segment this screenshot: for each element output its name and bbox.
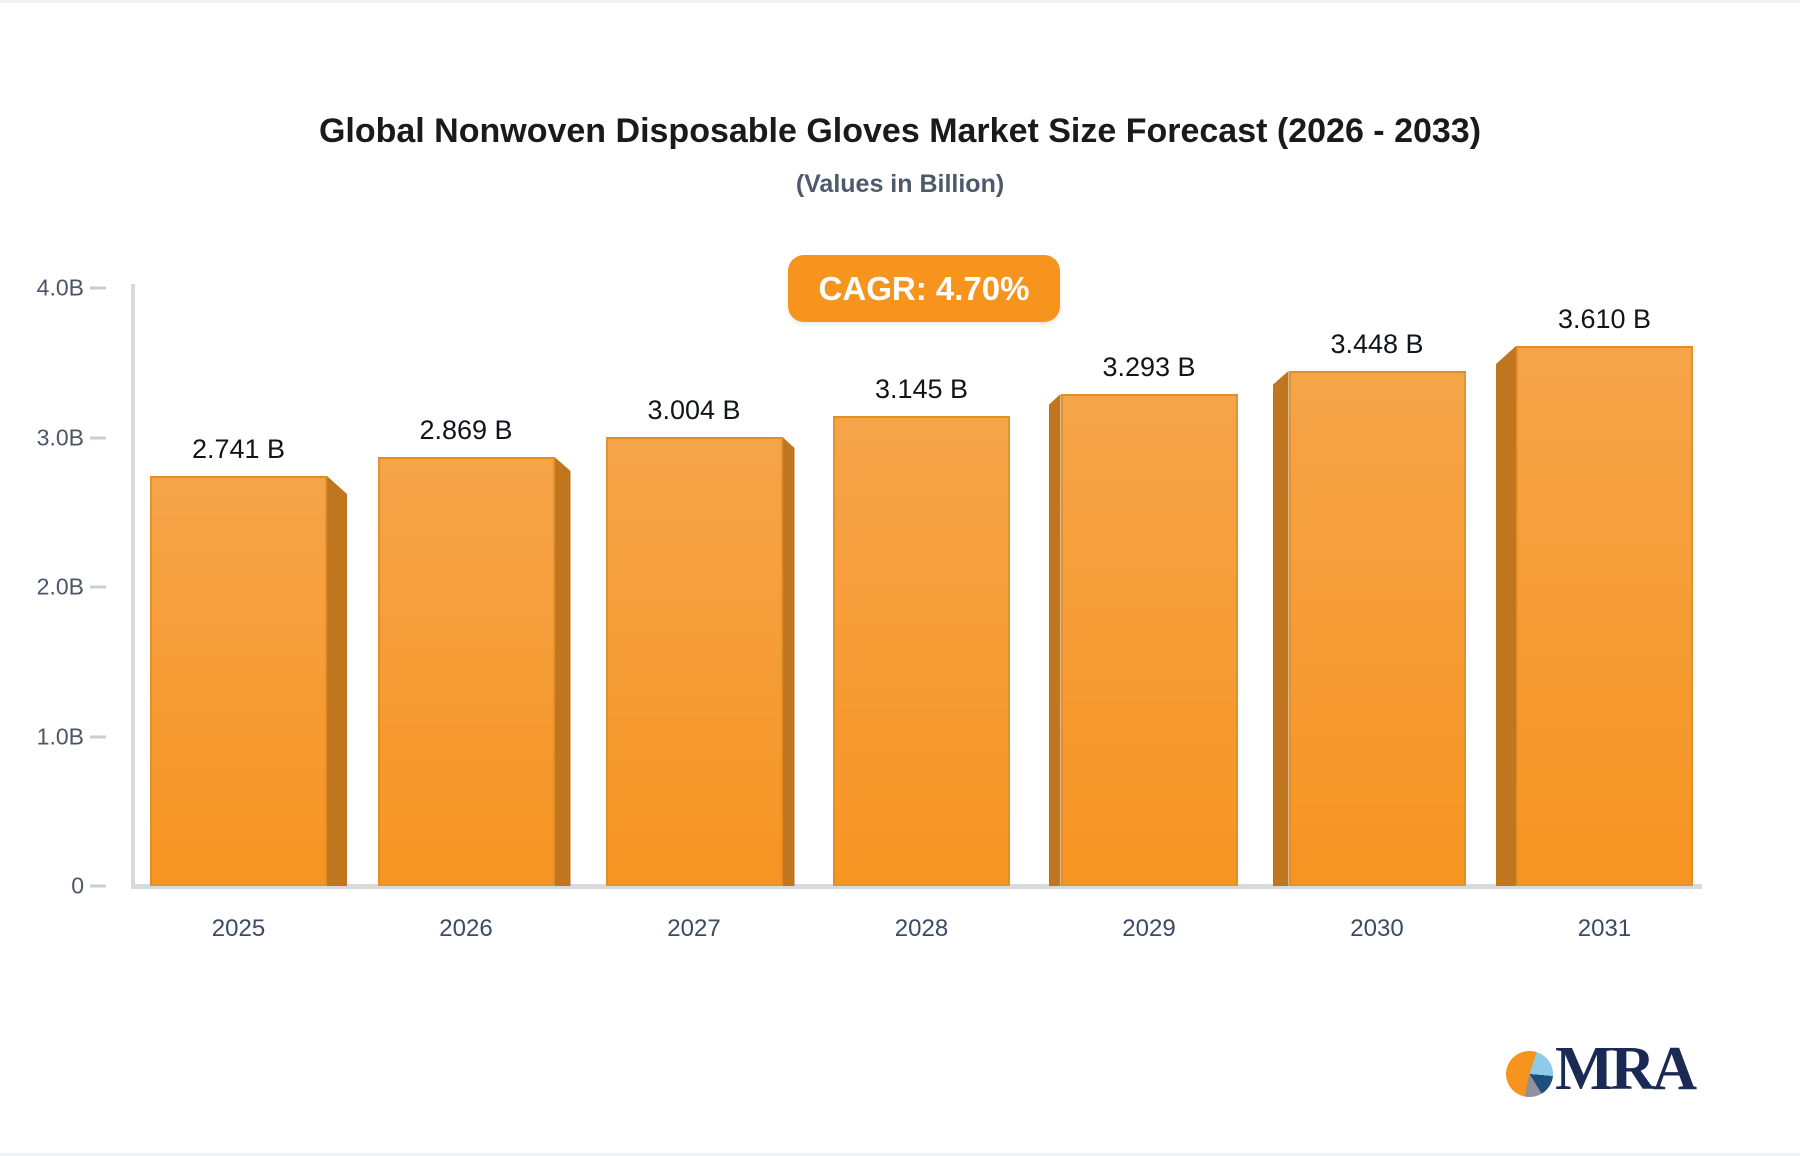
x-axis-label-2028: 2028 — [894, 915, 949, 942]
cagr-badge-label: CAGR: 4.70% — [818, 269, 1030, 307]
y-axis-tick-mark — [90, 436, 106, 439]
pie-chart-logo-icon — [1506, 1051, 1553, 1097]
logo-text: MRA — [1555, 1035, 1697, 1103]
y-axis-tick-label: 2.0B — [36, 573, 84, 600]
x-axis-label-2029: 2029 — [1122, 915, 1176, 942]
bar-2027 — [605, 437, 783, 886]
bar-2029 — [1060, 394, 1238, 886]
x-axis-label-2031: 2031 — [1577, 915, 1632, 942]
bar-2031 — [1516, 346, 1693, 886]
y-axis-tick-mark — [90, 884, 106, 888]
y-axis-tick-label: 1.0B — [36, 723, 84, 749]
y-axis-tick-label: 3.0B — [36, 424, 84, 450]
bar-value-label: 2.869 B — [419, 415, 513, 445]
x-axis-label-2030: 2030 — [1350, 915, 1404, 942]
bar-2030 — [1288, 371, 1466, 886]
x-axis-label-2025: 2025 — [211, 915, 266, 942]
bar-value-label: 3.293 B — [1102, 352, 1196, 382]
bar-3d-side — [327, 476, 347, 886]
bar-2028 — [833, 416, 1010, 886]
bar-3d-side — [1496, 346, 1516, 886]
y-axis-tick-label: 0 — [71, 872, 84, 899]
bar-3d-side — [1048, 394, 1061, 886]
bar-3d-side — [1272, 371, 1289, 886]
bar-value-label: 3.004 B — [647, 395, 741, 425]
bar-3d-side — [554, 457, 571, 886]
y-axis-tick-mark — [90, 286, 106, 290]
bar-2025 — [150, 476, 327, 886]
y-axis-tick-mark — [90, 735, 106, 738]
page-bottom-edge — [0, 1153, 1800, 1156]
y-axis-line — [131, 284, 135, 889]
x-axis-line — [131, 884, 1702, 889]
bar-value-label: 3.145 B — [874, 374, 969, 404]
y-axis-tick-mark — [90, 585, 106, 589]
chart-subtitle: (Values in Billion) — [795, 170, 1005, 198]
y-axis-tick-label: 4.0B — [36, 274, 84, 301]
bar-value-label: 3.610 B — [1557, 304, 1652, 334]
cagr-badge: CAGR: 4.70% — [788, 255, 1060, 322]
bar-value-label: 2.741 B — [191, 434, 286, 464]
x-axis-label-2026: 2026 — [439, 915, 493, 942]
bar-value-label: 3.448 B — [1330, 329, 1424, 359]
bar-3d-side — [782, 437, 795, 886]
chart-title: Global Nonwoven Disposable Gloves Market… — [318, 112, 1482, 150]
bar-2026 — [377, 457, 555, 886]
mra-logo: MRA — [1506, 1030, 1697, 1103]
x-axis-label-2027: 2027 — [667, 915, 721, 942]
page-top-edge — [0, 0, 1800, 3]
